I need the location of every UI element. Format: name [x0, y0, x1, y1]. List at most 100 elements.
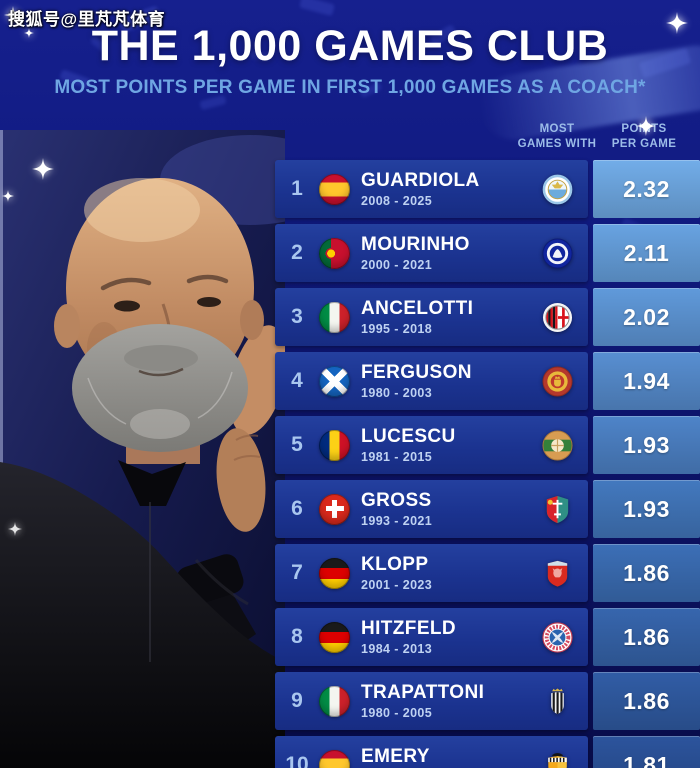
rank-number: 2 [291, 241, 303, 264]
coach-years: 1980 - 2005 [361, 706, 433, 720]
page-title: THE 1,000 GAMES CLUB [91, 22, 609, 70]
sparkle-icon [4, 6, 22, 24]
points-per-game-value: 1.94 [593, 352, 700, 410]
scotland-flag-icon [319, 365, 350, 397]
coach-years: 2001 - 2023 [361, 578, 433, 592]
coach-row-band: 4 FERGUSON 1980 - 2003 [275, 352, 588, 410]
valencia-badge-icon [542, 750, 573, 768]
ranking-table: 1 GUARDIOLA 2008 - 2025 2.32 2 MOURINHO 2000 -… [275, 160, 700, 768]
points-per-game-value: 2.11 [593, 224, 700, 282]
bayern-munich-badge-icon [542, 621, 573, 653]
sparkle-icon [8, 522, 22, 536]
sparkle-icon [666, 12, 688, 34]
coach-identity: EMERY2005 - 2025 [361, 746, 432, 768]
coach-years: 2008 - 2025 [361, 194, 433, 208]
points-per-game-value: 1.93 [593, 416, 700, 474]
spain-flag-icon [319, 749, 350, 768]
coach-identity: HITZFELD 1984 - 2013 [361, 618, 456, 656]
basel-badge-icon [542, 494, 573, 525]
coach-row-band: 5 LUCESCU 1981 - 2015 [275, 416, 588, 474]
points-per-game-value: 2.32 [593, 160, 700, 218]
table-row: 2 MOURINHO 2000 - 2021 2.11 [275, 224, 700, 282]
coach-identity: KLOPP 2001 - 2023 [361, 554, 432, 592]
italy-flag-icon [319, 301, 350, 333]
table-row: 6 GROSS 1993 - 2021 1.93 [275, 480, 700, 538]
coach-name: LUCESCU [361, 426, 456, 447]
table-row: 7 KLOPP 2001 - 2023 1.86 [275, 544, 700, 602]
table-row: 1 GUARDIOLA 2008 - 2025 2.32 [275, 160, 700, 218]
juventus-badge-icon [542, 686, 573, 717]
coach-name: GROSS [361, 490, 432, 511]
coach-identity: LUCESCU 1981 - 2015 [361, 426, 456, 464]
subtitle: MOST POINTS PER GAME IN FIRST 1,000 GAME… [54, 77, 646, 98]
germany-flag-icon [319, 557, 350, 589]
rank-number: 1 [291, 177, 303, 200]
coach-years: 1995 - 2018 [361, 322, 433, 336]
column-header-line: GAMES WITH [517, 137, 597, 150]
coach-years: 1984 - 2013 [361, 642, 433, 656]
points-per-game-value: 1.93 [593, 480, 700, 538]
coach-row-band: 9 TRAPATTONI 1980 - 2005 [275, 672, 588, 730]
coach-name: MOURINHO [361, 234, 470, 255]
manchester-united-badge-icon [542, 365, 573, 397]
sparkle-icon [2, 190, 14, 202]
germany-flag-icon [319, 621, 350, 653]
points-per-game-value: 1.86 [593, 672, 700, 730]
rank-number: 10 [285, 753, 309, 768]
rank-number: 6 [291, 497, 303, 520]
spain-flag-icon [319, 173, 350, 205]
coach-row-band: 7 KLOPP 2001 - 2023 [275, 544, 588, 602]
column-header-line: MOST [539, 123, 575, 135]
table-row: 9 TRAPATTONI 1980 - 2005 1.86 [275, 672, 700, 730]
rank-number: 8 [291, 625, 303, 648]
confetti-shape [299, 0, 335, 17]
coach-row-band: 3 ANCELOTTI 1995 - 2018 [275, 288, 588, 346]
coach-identity: FERGUSON 1980 - 2003 [361, 362, 472, 400]
coach-years: 1980 - 2003 [361, 386, 433, 400]
shakhtar-donetsk-badge-icon [542, 429, 573, 461]
coach-years: 1993 - 2021 [361, 514, 433, 528]
column-header-line: PER GAME [611, 137, 677, 150]
coach-identity: MOURINHO 2000 - 2021 [361, 234, 470, 272]
liverpool-badge-icon [542, 558, 573, 589]
rank-number: 4 [291, 369, 303, 392]
coach-name: ANCELOTTI [361, 298, 474, 319]
chelsea-badge-icon [542, 237, 573, 269]
coach-identity: GROSS 1993 - 2021 [361, 490, 432, 528]
table-row: 4 FERGUSON 1980 - 2003 1.94 [275, 352, 700, 410]
manchester-city-badge-icon [542, 174, 573, 205]
rank-number: 3 [291, 305, 303, 328]
ac-milan-badge-icon [542, 302, 573, 333]
coach-name: TRAPATTONI [361, 682, 485, 703]
coach-identity: TRAPATTONI 1980 - 2005 [361, 682, 484, 720]
coach-name: HITZFELD [361, 618, 457, 639]
points-per-game-value: 1.86 [593, 608, 700, 666]
table-row: 8 HITZFELD 1984 - 2013 1.86 [275, 608, 700, 666]
table-row: 3 ANCELOTTI 1995 - 2018 2.02 [275, 288, 700, 346]
coach-name: FERGUSON [361, 362, 472, 383]
sparkle-icon [636, 116, 656, 136]
table-row: 10 EMERY2005 - 2025 1.81 [275, 736, 700, 768]
italy-flag-icon [319, 685, 350, 717]
portugal-flag-icon [319, 237, 350, 269]
points-per-game-value: 1.81 [593, 736, 700, 768]
table-row: 5 LUCESCU 1981 - 2015 1.93 [275, 416, 700, 474]
romania-flag-icon [319, 429, 350, 461]
points-per-game-value: 1.86 [593, 544, 700, 602]
coach-row-band: 2 MOURINHO 2000 - 2021 [275, 224, 588, 282]
coach-row-band: 10 EMERY2005 - 2025 [275, 736, 588, 768]
coach-years: 2000 - 2021 [361, 258, 433, 272]
rank-number: 7 [291, 561, 303, 584]
coach-photo [0, 130, 285, 768]
coach-identity: GUARDIOLA 2008 - 2025 [361, 170, 480, 208]
coach-portrait-illustration [0, 130, 285, 768]
switzerland-flag-icon [319, 493, 350, 525]
sparkle-icon [24, 28, 34, 38]
rank-number: 9 [291, 689, 303, 712]
coach-row-band: 6 GROSS 1993 - 2021 [275, 480, 588, 538]
rank-number: 5 [291, 433, 303, 456]
coach-name: GUARDIOLA [361, 170, 480, 191]
coach-name: KLOPP [361, 554, 429, 575]
coach-years: 1981 - 2015 [361, 450, 433, 464]
